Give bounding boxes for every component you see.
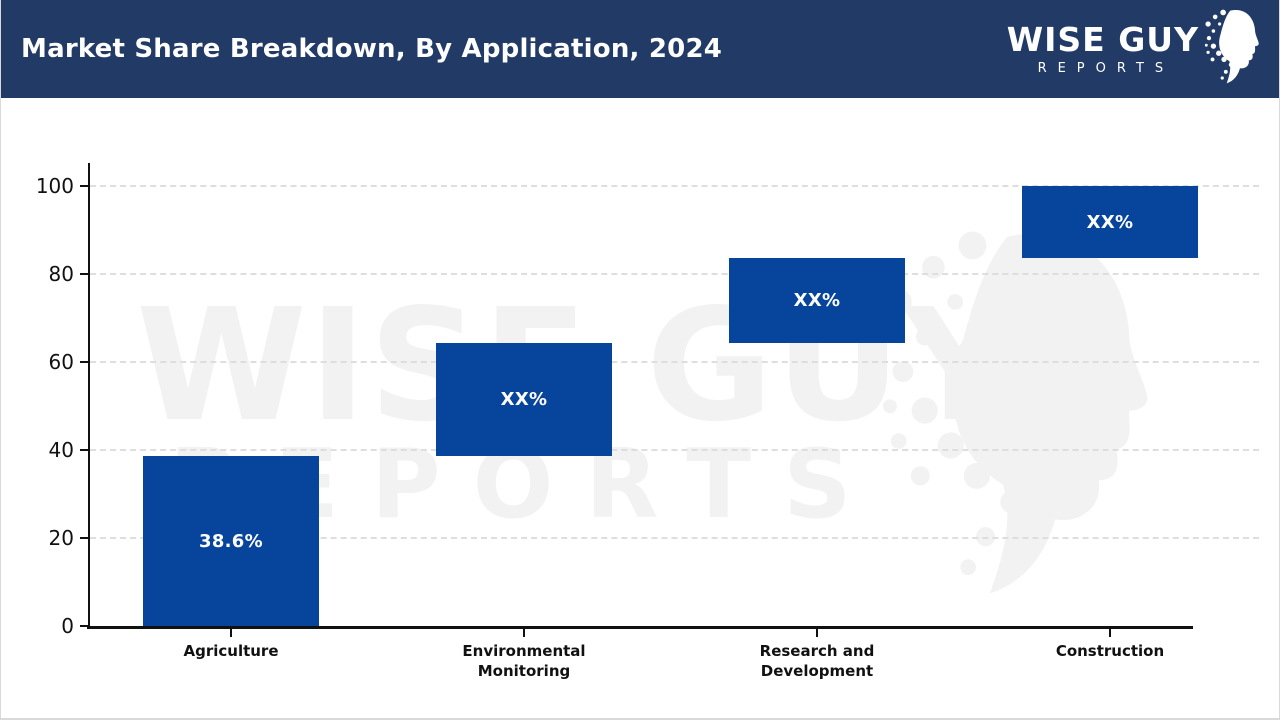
- y-axis-tick: [80, 361, 90, 363]
- dotted-face-profile-icon: [1201, 5, 1263, 93]
- y-axis-tick-label: 40: [48, 438, 74, 462]
- brand-subtitle: REPORTS: [1037, 60, 1175, 76]
- x-category-label-line: Development: [760, 662, 874, 680]
- x-category-label: Construction: [990, 641, 1230, 661]
- waterfall-bar: XX%: [436, 343, 612, 457]
- x-category-label: Research and Development: [697, 641, 937, 681]
- x-axis-tick: [230, 629, 232, 637]
- x-category-label-line: Environmental: [462, 642, 586, 660]
- y-axis-tick: [80, 449, 90, 451]
- x-axis-tick: [816, 629, 818, 637]
- waterfall-bar: XX%: [1022, 186, 1198, 259]
- bar-value-label: 38.6%: [199, 530, 263, 552]
- x-axis-line: [87, 626, 1193, 629]
- page-title: Market Share Breakdown, By Application, …: [21, 34, 723, 64]
- y-axis-tick-label: 80: [48, 262, 74, 286]
- y-gridline: [90, 449, 1259, 451]
- y-gridline: [90, 185, 1259, 187]
- y-axis-tick-label: 60: [48, 350, 74, 374]
- y-axis-tick: [80, 185, 90, 187]
- y-axis-line: [88, 163, 90, 629]
- x-category-label-line: Agriculture: [183, 642, 279, 660]
- y-axis-tick-label: 20: [48, 526, 74, 550]
- y-gridline: [90, 273, 1259, 275]
- header-bar: Market Share Breakdown, By Application, …: [1, 0, 1279, 98]
- bar-value-label: XX%: [500, 389, 548, 411]
- watermark-face-icon: [861, 215, 1171, 619]
- waterfall-bar: XX%: [729, 258, 905, 344]
- bar-value-label: XX%: [793, 290, 841, 312]
- brand-name: WISE GUY: [1006, 19, 1199, 59]
- y-axis-tick-label: 0: [61, 614, 74, 638]
- x-category-label-line: Construction: [1055, 642, 1165, 660]
- y-gridline: [90, 361, 1259, 363]
- y-axis-tick-label: 100: [35, 174, 74, 198]
- y-axis-tick: [80, 625, 90, 627]
- x-category-label: Agriculture: [111, 641, 351, 661]
- brand-logo: WISE GUY REPORTS: [1007, 5, 1263, 93]
- y-gridline: [90, 537, 1259, 539]
- y-axis-tick: [80, 273, 90, 275]
- y-axis-tick: [80, 537, 90, 539]
- brand-logo-text: WISE GUY REPORTS: [1007, 23, 1199, 76]
- waterfall-bar: 38.6%: [143, 456, 319, 626]
- x-category-label-line: Research and: [759, 642, 875, 660]
- x-axis-tick: [523, 629, 525, 637]
- bar-value-label: XX%: [1086, 211, 1134, 233]
- x-category-label: Environmental Monitoring: [404, 641, 644, 681]
- x-category-label-line: Monitoring: [477, 662, 571, 680]
- x-axis-tick: [1109, 629, 1111, 637]
